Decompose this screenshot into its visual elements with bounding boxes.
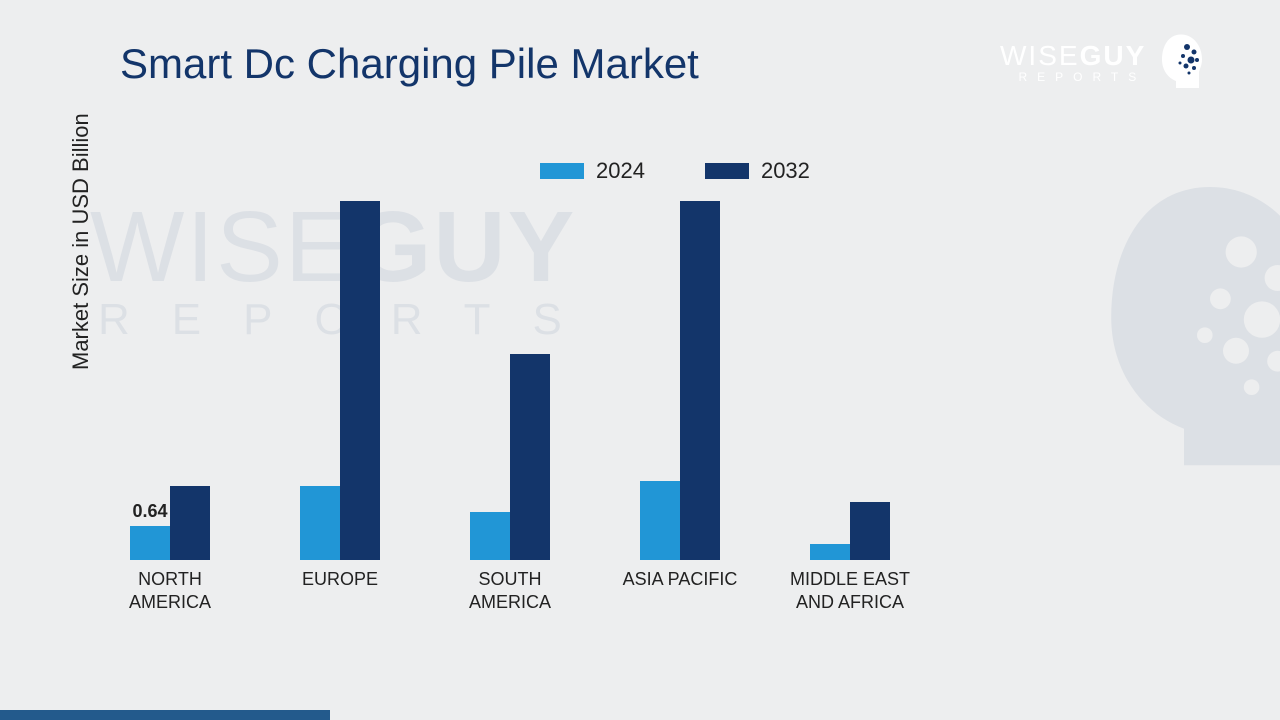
logo-line1a: WISE — [1000, 40, 1080, 71]
plot-area: 0.64 — [110, 190, 930, 560]
category-label: MIDDLE EAST AND AFRICA — [780, 568, 920, 613]
legend-swatch-0 — [540, 163, 584, 179]
legend-swatch-1 — [705, 163, 749, 179]
y-axis-label: Market Size in USD Billion — [68, 113, 94, 370]
bar — [850, 502, 890, 560]
legend-item-1: 2032 — [705, 158, 810, 184]
bar — [640, 481, 680, 560]
value-label: 0.64 — [132, 501, 167, 522]
bar — [340, 201, 380, 560]
category-label: SOUTH AMERICA — [440, 568, 580, 613]
chart-canvas: WISEGUY REPORTS WISEGUY REPORTS Smart Dc… — [0, 0, 1280, 720]
bar — [680, 201, 720, 560]
category-label: NORTH AMERICA — [100, 568, 240, 613]
brand-logo: WISEGUY REPORTS — [1000, 22, 1240, 102]
bar — [470, 512, 510, 560]
bar — [130, 526, 170, 560]
legend-item-0: 2024 — [540, 158, 645, 184]
bar — [170, 486, 210, 560]
legend-label-0: 2024 — [596, 158, 645, 184]
legend: 2024 2032 — [540, 158, 810, 184]
category-label: ASIA PACIFIC — [610, 568, 750, 591]
bar — [810, 544, 850, 560]
category-label: EUROPE — [270, 568, 410, 591]
logo-line1b: GUY — [1080, 40, 1147, 71]
bar — [300, 486, 340, 560]
bottom-accent — [0, 710, 330, 720]
logo-head-icon — [1156, 32, 1206, 92]
chart-title: Smart Dc Charging Pile Market — [120, 40, 699, 88]
category-axis: NORTH AMERICAEUROPESOUTH AMERICAASIA PAC… — [110, 562, 930, 682]
logo-line2: REPORTS — [1018, 70, 1146, 84]
bar — [510, 354, 550, 560]
legend-label-1: 2032 — [761, 158, 810, 184]
